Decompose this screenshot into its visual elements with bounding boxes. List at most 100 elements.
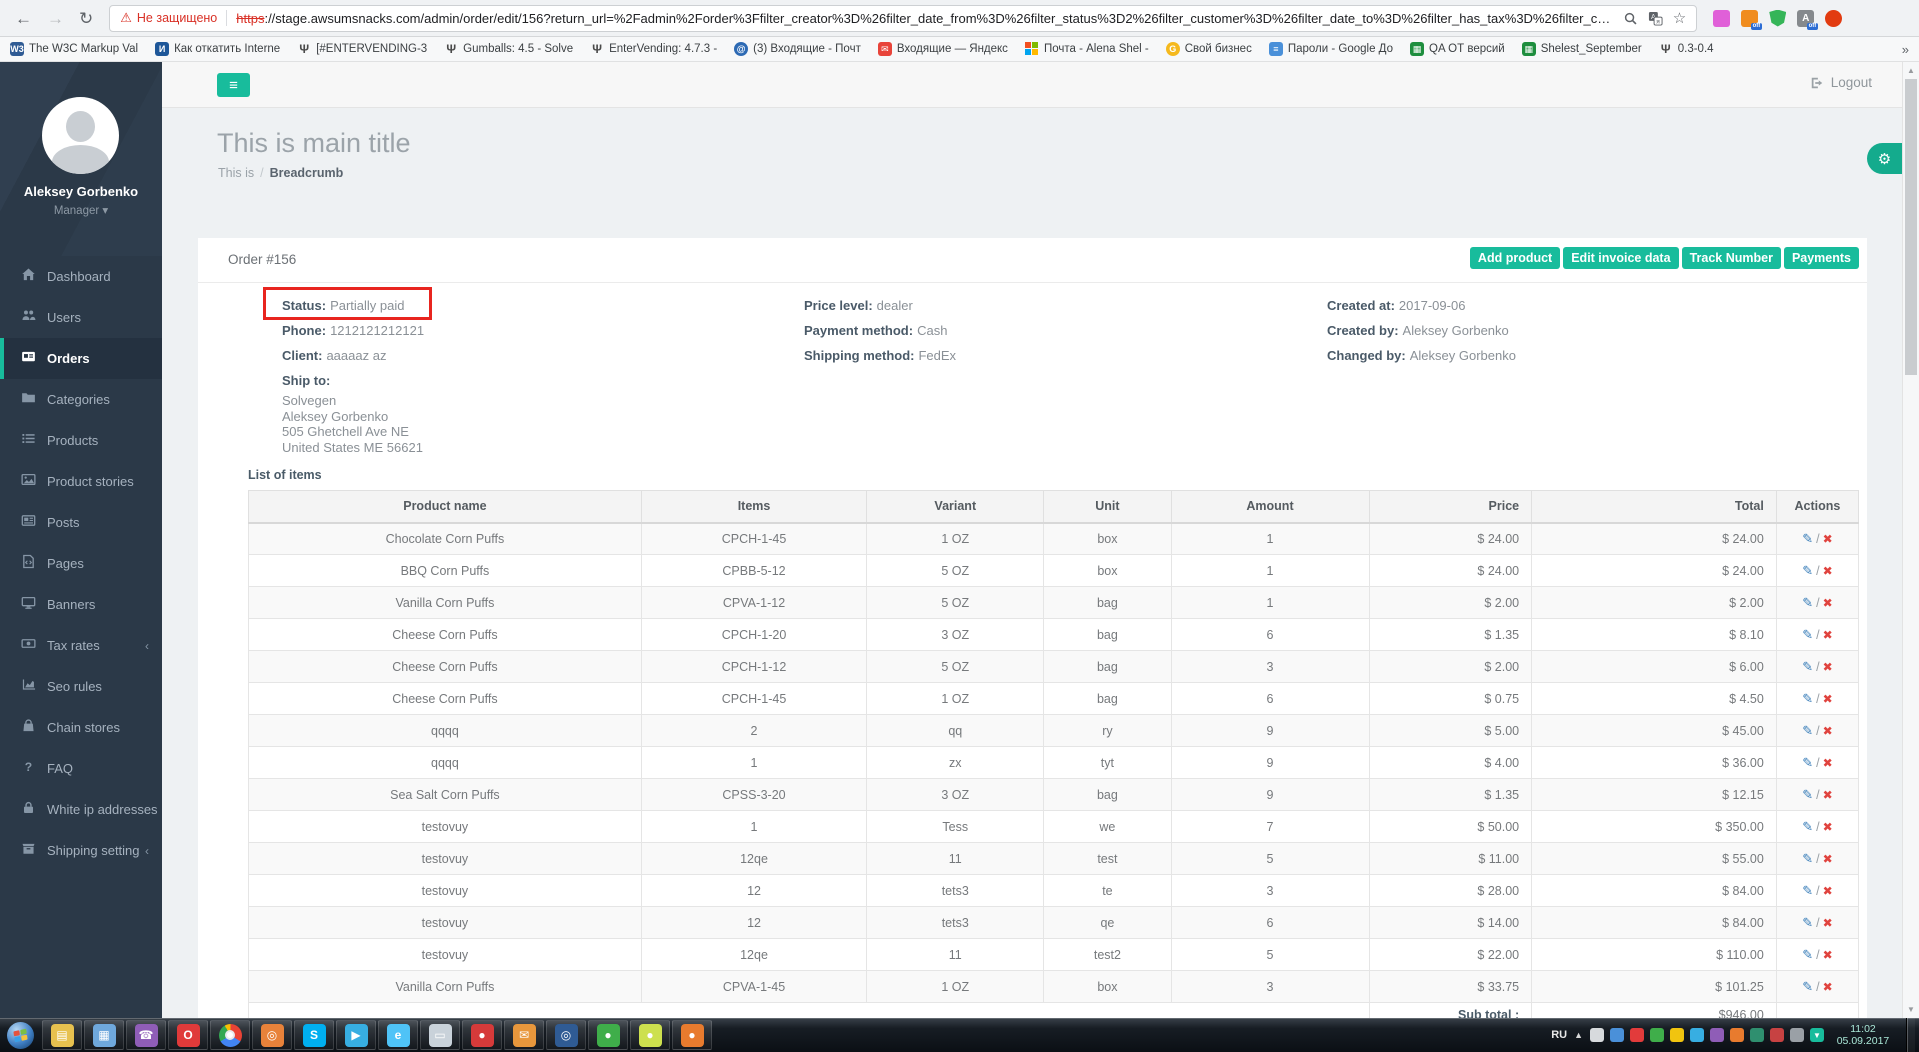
user-role-dropdown[interactable]: Manager ▾ bbox=[53, 205, 109, 217]
bookmark-item[interactable]: Ψ EnterVending: 4.7.3 - bbox=[590, 42, 717, 56]
edit-item-icon[interactable]: ✎ bbox=[1802, 978, 1814, 994]
edit-item-icon[interactable]: ✎ bbox=[1802, 914, 1814, 930]
edit-item-icon[interactable]: ✎ bbox=[1802, 658, 1814, 674]
delete-item-icon[interactable]: ✖ bbox=[1822, 851, 1833, 866]
bookmarks-overflow-icon[interactable]: » bbox=[1901, 41, 1909, 57]
bookmark-item[interactable]: ▦ QA ОТ версий bbox=[1410, 42, 1505, 56]
taskbar-app-telegram-icon[interactable]: ▶ bbox=[336, 1020, 376, 1050]
delete-item-icon[interactable]: ✖ bbox=[1822, 723, 1833, 738]
sidebar-item-posts[interactable]: Posts bbox=[0, 502, 162, 543]
edit-item-icon[interactable]: ✎ bbox=[1802, 594, 1814, 610]
edit-item-icon[interactable]: ✎ bbox=[1802, 818, 1814, 834]
scroll-up-icon[interactable]: ▲ bbox=[1907, 66, 1915, 75]
delete-item-icon[interactable]: ✖ bbox=[1822, 595, 1833, 610]
breadcrumb-root[interactable]: This is bbox=[218, 166, 255, 180]
language-indicator[interactable]: RU bbox=[1551, 1029, 1568, 1041]
taskbar-app-explorer-icon[interactable]: ▤ bbox=[42, 1020, 82, 1050]
sidebar-item-product-stories[interactable]: Product stories bbox=[0, 461, 162, 502]
delete-item-icon[interactable]: ✖ bbox=[1822, 883, 1833, 898]
delete-item-icon[interactable]: ✖ bbox=[1822, 787, 1833, 802]
bookmark-star-icon[interactable]: ☆ bbox=[1672, 10, 1687, 27]
sidebar-item-banners[interactable]: Banners bbox=[0, 584, 162, 625]
edit-item-icon[interactable]: ✎ bbox=[1802, 690, 1814, 706]
edit-item-icon[interactable]: ✎ bbox=[1802, 562, 1814, 578]
forward-icon[interactable]: → bbox=[47, 8, 64, 28]
refresh-icon[interactable]: ↻ bbox=[79, 8, 94, 28]
edit-invoice-data-button[interactable]: Edit invoice data bbox=[1563, 247, 1679, 269]
address-bar[interactable]: ⚠ Не защищено https://stage.awsumsnacks.… bbox=[109, 4, 1698, 32]
edit-item-icon[interactable]: ✎ bbox=[1802, 722, 1814, 738]
taskbar-app-screen-recorder-icon[interactable]: ● bbox=[462, 1020, 502, 1050]
bookmark-item[interactable]: Почта - Alena Shel - bbox=[1025, 42, 1149, 56]
sidebar-item-dashboard[interactable]: Dashboard bbox=[0, 256, 162, 297]
sidebar-item-seo-rules[interactable]: Seo rules bbox=[0, 666, 162, 707]
taskbar-app-ball-app-icon[interactable]: ● bbox=[630, 1020, 670, 1050]
bookmark-item[interactable]: Ψ Gumballs: 4.5 - Solve bbox=[444, 42, 573, 56]
taskbar-clock[interactable]: 11:02 05.09.2017 bbox=[1831, 1023, 1895, 1047]
sidebar-item-categories[interactable]: Categories bbox=[0, 379, 162, 420]
sidebar-item-orders[interactable]: Orders bbox=[0, 338, 162, 379]
delete-item-icon[interactable]: ✖ bbox=[1822, 915, 1833, 930]
delete-item-icon[interactable]: ✖ bbox=[1822, 563, 1833, 578]
edit-item-icon[interactable]: ✎ bbox=[1802, 946, 1814, 962]
sidebar-item-products[interactable]: Products bbox=[0, 420, 162, 461]
delete-item-icon[interactable]: ✖ bbox=[1822, 979, 1833, 994]
tray-icon[interactable] bbox=[1770, 1028, 1784, 1042]
tray-icon[interactable] bbox=[1790, 1028, 1804, 1042]
tray-icon[interactable] bbox=[1690, 1028, 1704, 1042]
red-extension-icon[interactable] bbox=[1825, 9, 1843, 27]
tray-icon[interactable] bbox=[1710, 1028, 1724, 1042]
tray-icon[interactable] bbox=[1670, 1028, 1684, 1042]
taskbar-app-orange-app-icon[interactable]: ● bbox=[672, 1020, 712, 1050]
taskbar-app-firefox-icon[interactable]: ◎ bbox=[252, 1020, 292, 1050]
tray-icon[interactable] bbox=[1650, 1028, 1664, 1042]
back-icon[interactable]: ← bbox=[15, 8, 32, 28]
taskbar-app-chrome-icon[interactable] bbox=[210, 1020, 250, 1050]
track-number-button[interactable]: Track Number bbox=[1681, 247, 1781, 269]
pink-extension-icon[interactable] bbox=[1713, 9, 1731, 27]
sidebar-item-tax-rates[interactable]: Tax rates ‹ bbox=[0, 625, 162, 666]
delete-item-icon[interactable]: ✖ bbox=[1822, 627, 1833, 642]
edit-item-icon[interactable]: ✎ bbox=[1802, 850, 1814, 866]
edit-item-icon[interactable]: ✎ bbox=[1802, 530, 1814, 546]
scroll-down-icon[interactable]: ▼ bbox=[1907, 1005, 1915, 1014]
bookmark-item[interactable]: ✉ Входящие — Яндекс bbox=[877, 42, 1008, 56]
bookmark-item[interactable]: И Как откатить Interne bbox=[155, 42, 280, 56]
settings-fab-button[interactable]: ⚙ bbox=[1867, 143, 1902, 174]
payments-button[interactable]: Payments bbox=[1783, 247, 1859, 269]
delete-item-icon[interactable]: ✖ bbox=[1822, 531, 1833, 546]
tray-icon[interactable] bbox=[1750, 1028, 1764, 1042]
tray-icon[interactable] bbox=[1610, 1028, 1624, 1042]
taskbar-app-outlook-icon[interactable]: ✉ bbox=[504, 1020, 544, 1050]
bookmark-item[interactable]: @ (3) Входящие - Почт bbox=[734, 42, 861, 56]
bookmark-item[interactable]: G Свой бизнес bbox=[1165, 42, 1252, 56]
tray-icon[interactable] bbox=[1590, 1028, 1604, 1042]
bookmark-item[interactable]: Ψ [#ENTERVENDING-3 bbox=[297, 42, 427, 56]
bookmark-item[interactable]: W3 The W3C Markup Val bbox=[10, 42, 138, 56]
taskbar-app-ie-icon[interactable]: e bbox=[378, 1020, 418, 1050]
taskbar-app-globe-app-icon[interactable]: ◎ bbox=[546, 1020, 586, 1050]
sidebar-item-shipping-setting[interactable]: Shipping setting ‹ bbox=[0, 830, 162, 871]
taskbar-app-opera-icon[interactable]: O bbox=[168, 1020, 208, 1050]
delete-item-icon[interactable]: ✖ bbox=[1822, 947, 1833, 962]
zoom-page-icon[interactable] bbox=[1623, 11, 1638, 26]
logout-button[interactable]: Logout bbox=[1810, 75, 1872, 90]
sidebar-item-chain-stores[interactable]: Chain stores bbox=[0, 707, 162, 748]
start-button[interactable] bbox=[7, 1021, 34, 1049]
edit-item-icon[interactable]: ✎ bbox=[1802, 786, 1814, 802]
page-scrollbar[interactable]: ▲ ▼ bbox=[1902, 62, 1919, 1018]
bookmark-item[interactable]: ≡ Пароли - Google До bbox=[1268, 42, 1393, 56]
download-arrow-icon[interactable]: ▼ bbox=[1810, 1028, 1824, 1042]
delete-item-icon[interactable]: ✖ bbox=[1822, 659, 1833, 674]
bookmark-item[interactable]: Ψ 0.3-0.4 bbox=[1659, 42, 1714, 56]
bookmark-item[interactable]: ▦ Shelest_September bbox=[1521, 42, 1642, 56]
taskbar-app-green-app-icon[interactable]: ● bbox=[588, 1020, 628, 1050]
edit-item-icon[interactable]: ✎ bbox=[1802, 882, 1814, 898]
sidebar-item-pages[interactable]: Pages bbox=[0, 543, 162, 584]
delete-item-icon[interactable]: ✖ bbox=[1822, 819, 1833, 834]
taskbar-app-vm-window-icon[interactable]: ▭ bbox=[420, 1020, 460, 1050]
add-product-button[interactable]: Add product bbox=[1469, 247, 1561, 269]
adblock-shield-icon[interactable] bbox=[1769, 9, 1787, 27]
orange-extension-icon[interactable]: off bbox=[1741, 9, 1763, 30]
